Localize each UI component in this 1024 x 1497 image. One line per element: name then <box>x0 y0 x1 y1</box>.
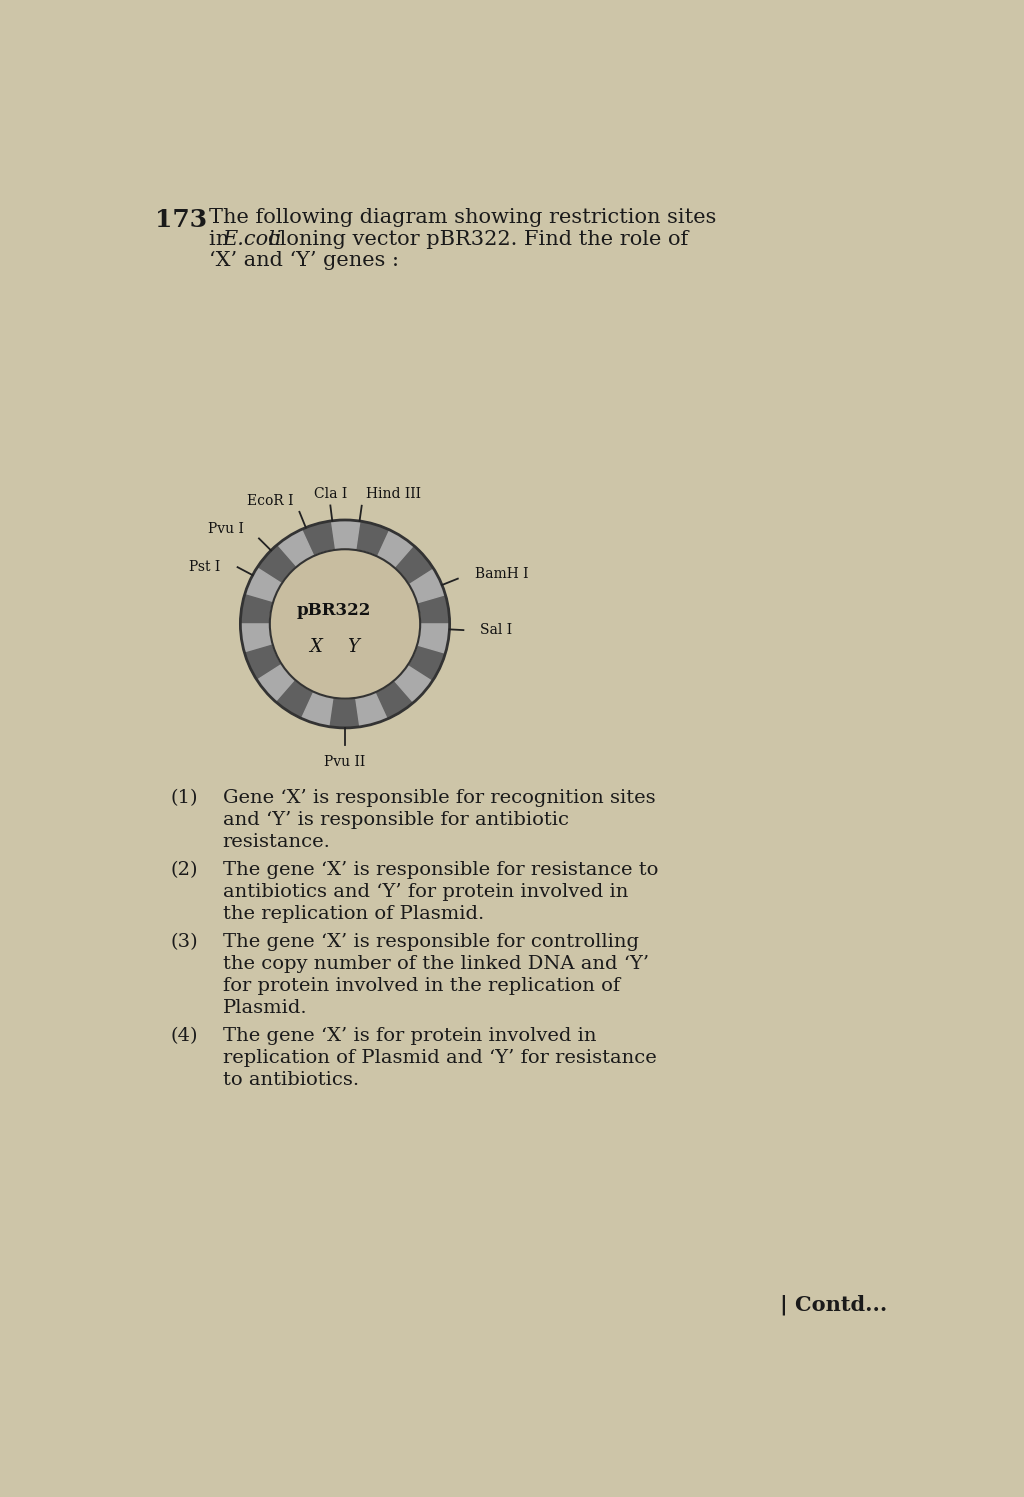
Text: Plasmid.: Plasmid. <box>222 1000 307 1018</box>
Text: pBR322: pBR322 <box>296 602 371 618</box>
Wedge shape <box>376 530 414 567</box>
Text: Y: Y <box>347 638 358 656</box>
Wedge shape <box>257 665 296 702</box>
Text: Cla I: Cla I <box>313 487 347 501</box>
Wedge shape <box>417 624 450 653</box>
Wedge shape <box>301 521 334 555</box>
Text: BamH I: BamH I <box>475 567 528 581</box>
Text: Pst I: Pst I <box>189 560 220 575</box>
Wedge shape <box>245 567 282 603</box>
Text: cloning vector pBR322. Find the role of: cloning vector pBR322. Find the role of <box>267 229 688 249</box>
Wedge shape <box>417 594 450 624</box>
Text: ‘X’ and ‘Y’ genes :: ‘X’ and ‘Y’ genes : <box>209 251 399 271</box>
Text: Sal I: Sal I <box>480 623 513 638</box>
Wedge shape <box>409 567 445 603</box>
Text: (1): (1) <box>171 789 198 807</box>
Wedge shape <box>355 692 388 728</box>
Wedge shape <box>257 545 296 584</box>
Wedge shape <box>330 519 359 549</box>
Wedge shape <box>241 624 272 653</box>
Text: Pvu II: Pvu II <box>325 754 366 769</box>
Text: for protein involved in the replication of: for protein involved in the replication … <box>222 978 620 996</box>
Text: resistance.: resistance. <box>222 834 331 852</box>
Wedge shape <box>394 545 433 584</box>
Wedge shape <box>330 698 359 728</box>
Wedge shape <box>355 521 388 555</box>
Text: The gene ‘X’ is for protein involved in: The gene ‘X’ is for protein involved in <box>222 1027 596 1045</box>
Text: (2): (2) <box>171 861 198 879</box>
Wedge shape <box>409 645 445 680</box>
Text: EcoR I: EcoR I <box>247 494 293 507</box>
Text: and ‘Y’ is responsible for antibiotic: and ‘Y’ is responsible for antibiotic <box>222 811 568 829</box>
Text: Hind III: Hind III <box>367 487 421 501</box>
Text: The following diagram showing restriction sites: The following diagram showing restrictio… <box>209 208 717 228</box>
Text: the copy number of the linked DNA and ‘Y’: the copy number of the linked DNA and ‘Y… <box>222 955 648 973</box>
Text: X: X <box>309 638 322 656</box>
Text: E.coli: E.coli <box>222 229 282 249</box>
Wedge shape <box>241 594 272 624</box>
Text: Gene ‘X’ is responsible for recognition sites: Gene ‘X’ is responsible for recognition … <box>222 789 655 807</box>
Text: The gene ‘X’ is responsible for controlling: The gene ‘X’ is responsible for controll… <box>222 934 639 952</box>
Text: (4): (4) <box>171 1027 198 1045</box>
Wedge shape <box>276 530 313 567</box>
Text: antibiotics and ‘Y’ for protein involved in: antibiotics and ‘Y’ for protein involved… <box>222 883 628 901</box>
Text: (3): (3) <box>171 934 199 952</box>
Wedge shape <box>245 645 282 680</box>
Text: The gene ‘X’ is responsible for resistance to: The gene ‘X’ is responsible for resistan… <box>222 861 658 879</box>
Text: 173: 173 <box>155 208 207 232</box>
Circle shape <box>270 549 420 699</box>
Text: in: in <box>209 229 237 249</box>
Text: Pvu I: Pvu I <box>208 522 244 536</box>
Wedge shape <box>301 692 334 728</box>
Wedge shape <box>276 680 313 719</box>
Text: replication of Plasmid and ‘Y’ for resistance: replication of Plasmid and ‘Y’ for resis… <box>222 1049 656 1067</box>
Wedge shape <box>376 680 414 719</box>
Text: | Contd...: | Contd... <box>780 1295 888 1316</box>
Text: to antibiotics.: to antibiotics. <box>222 1072 358 1090</box>
Wedge shape <box>394 665 433 702</box>
Text: the replication of Plasmid.: the replication of Plasmid. <box>222 906 483 924</box>
